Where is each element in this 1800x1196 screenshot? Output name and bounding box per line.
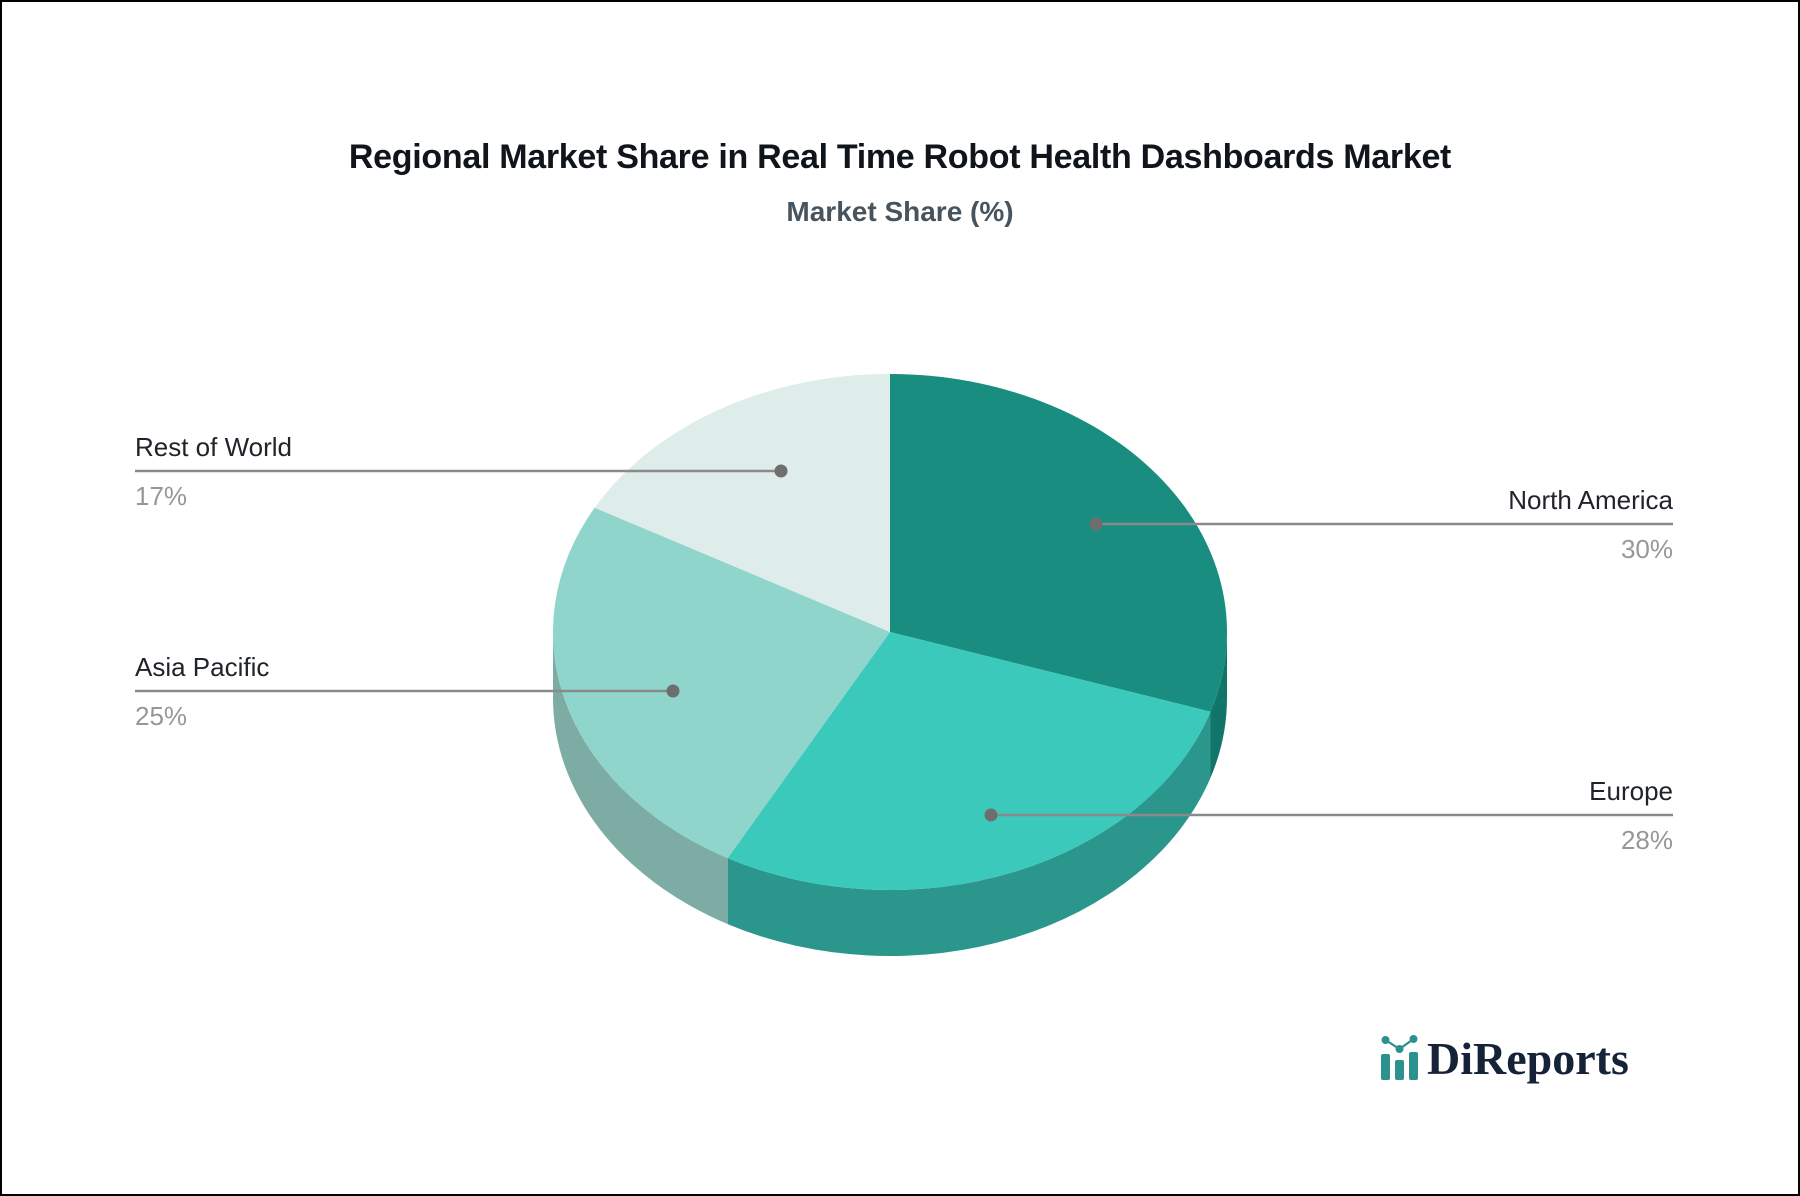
pie-side-asia-pacific bbox=[553, 632, 728, 925]
direports-logo: DiReports bbox=[1378, 1034, 1629, 1082]
chart-subtitle: Market Share (%) bbox=[786, 196, 1014, 227]
bar-chart-sparkline-icon bbox=[1381, 1035, 1418, 1080]
pie-slice-rest-of-world bbox=[594, 374, 890, 632]
callout-label: Europe bbox=[1589, 776, 1673, 806]
pie-side-europe bbox=[727, 711, 1211, 956]
leader-dot-rest-of-world bbox=[774, 464, 788, 478]
pie-slice-europe bbox=[727, 632, 1211, 890]
callout-label: North America bbox=[1508, 485, 1673, 515]
logo-text: DiReports bbox=[1427, 1033, 1629, 1084]
callout-value: 30% bbox=[1620, 534, 1673, 564]
callout-lines bbox=[135, 464, 1673, 822]
callout-value: 17% bbox=[135, 481, 188, 511]
callout-label: Asia Pacific bbox=[135, 652, 270, 682]
callout-label: Rest of World bbox=[135, 432, 293, 462]
leader-dot-north-america bbox=[1089, 517, 1103, 531]
leader-dot-europe bbox=[984, 808, 998, 822]
callout-value: 28% bbox=[1620, 825, 1673, 855]
pie-slice-asia-pacific bbox=[553, 507, 890, 859]
pie-side-north-america bbox=[1210, 632, 1227, 778]
callout-value: 25% bbox=[135, 701, 188, 731]
chart-title: Regional Market Share in Real Time Robot… bbox=[348, 138, 1452, 176]
pie-slices bbox=[553, 373, 1228, 956]
leader-dot-asia-pacific bbox=[666, 684, 680, 698]
pie-slice-north-america bbox=[890, 373, 1228, 712]
